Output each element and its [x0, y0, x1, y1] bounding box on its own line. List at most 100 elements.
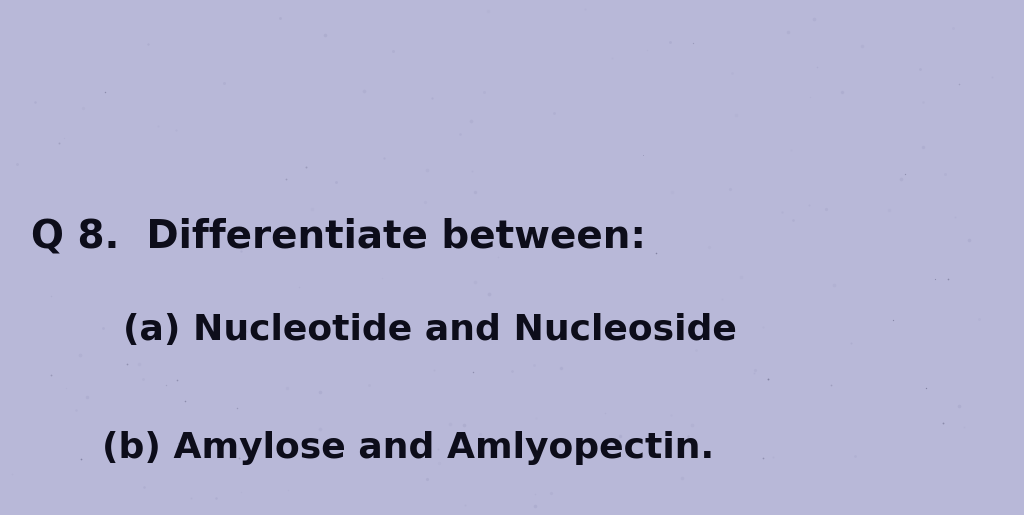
Point	[431, 459, 447, 468]
Point	[73, 455, 89, 463]
Point	[291, 283, 307, 291]
Point	[417, 198, 433, 207]
Point	[280, 486, 296, 494]
Point	[143, 444, 160, 453]
Point	[935, 419, 951, 427]
Point	[504, 367, 520, 375]
Point	[983, 73, 999, 81]
Point	[489, 252, 506, 261]
Point	[939, 275, 955, 283]
Point	[481, 290, 498, 298]
Point	[885, 316, 901, 324]
Point	[950, 80, 967, 88]
Point	[233, 488, 250, 496]
Point	[51, 139, 68, 147]
Point	[722, 184, 738, 193]
Point	[176, 397, 193, 405]
Point	[79, 392, 95, 401]
Point	[465, 368, 481, 376]
Point	[312, 388, 329, 397]
Point	[312, 425, 329, 433]
Point	[69, 406, 85, 414]
Point	[784, 216, 801, 224]
Point	[442, 420, 459, 428]
Point	[546, 109, 562, 117]
Point	[755, 323, 771, 332]
Point	[467, 278, 483, 286]
Point	[376, 154, 392, 162]
Point	[577, 5, 593, 13]
Point	[783, 146, 800, 154]
Point	[664, 411, 680, 419]
Point	[280, 324, 296, 332]
Point	[463, 116, 479, 125]
Point	[370, 438, 386, 446]
Point	[55, 134, 72, 142]
Point	[183, 494, 200, 502]
Point	[278, 175, 294, 183]
Point	[419, 166, 435, 175]
Point	[755, 454, 771, 462]
Point	[773, 208, 790, 216]
Point	[822, 381, 839, 389]
Point	[662, 38, 678, 46]
Point	[139, 40, 156, 48]
Point	[893, 175, 909, 183]
Point	[426, 366, 442, 374]
Point	[918, 384, 934, 392]
Point	[937, 170, 953, 178]
Point	[430, 445, 446, 453]
Point	[684, 420, 700, 428]
Point	[927, 275, 943, 283]
Point	[950, 402, 967, 410]
Point	[543, 489, 559, 497]
Point	[914, 143, 931, 151]
Text: (a) Nucleotide and Nucleoside: (a) Nucleotide and Nucleoside	[123, 313, 736, 347]
Point	[896, 170, 912, 178]
Point	[648, 249, 665, 258]
Point	[476, 88, 493, 96]
Point	[347, 313, 364, 321]
Point	[724, 68, 740, 77]
Point	[317, 31, 334, 39]
Point	[150, 122, 166, 130]
Point	[298, 163, 314, 171]
Point	[779, 28, 796, 37]
Text: (b) Amylose and Amlyopectin.: (b) Amylose and Amlyopectin.	[102, 431, 715, 465]
Point	[679, 432, 695, 440]
Point	[805, 14, 821, 23]
Point	[136, 483, 153, 491]
Point	[457, 501, 473, 509]
Point	[728, 111, 744, 119]
Point	[471, 431, 487, 439]
Point	[57, 384, 74, 392]
Point	[479, 7, 496, 15]
Point	[639, 46, 655, 55]
Point	[556, 452, 572, 460]
Point	[746, 366, 763, 374]
Point	[97, 88, 114, 96]
Point	[847, 452, 863, 460]
Point	[467, 188, 483, 196]
Point	[634, 150, 650, 159]
Point	[119, 360, 135, 369]
Point	[384, 47, 400, 55]
Point	[597, 408, 613, 417]
Point	[674, 474, 690, 482]
Point	[495, 241, 511, 249]
Point	[456, 421, 472, 429]
Point	[168, 126, 184, 134]
Point	[374, 274, 390, 283]
Point	[280, 384, 296, 392]
Point	[971, 315, 987, 323]
Point	[809, 63, 825, 72]
Point	[419, 475, 435, 483]
Point	[818, 205, 835, 213]
Point	[3, 470, 19, 478]
Point	[700, 243, 717, 251]
Point	[801, 201, 817, 210]
Point	[687, 346, 703, 354]
Point	[75, 104, 91, 112]
Point	[464, 166, 480, 175]
Point	[133, 319, 150, 328]
